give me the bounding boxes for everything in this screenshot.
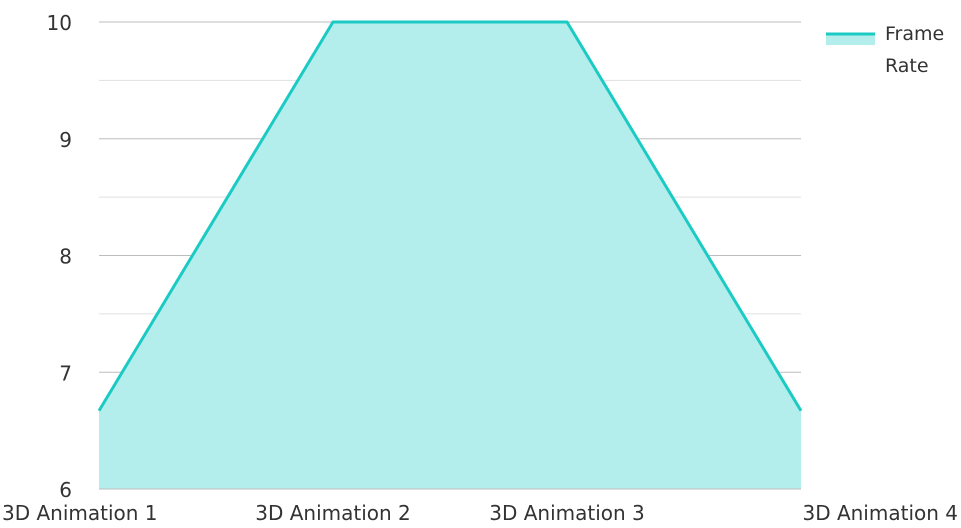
series-area-fill: [99, 22, 801, 489]
y-tick-label: 9: [59, 128, 72, 152]
x-tick-label: 3D Animation 4: [802, 501, 958, 525]
legend-label-line-2: Rate: [885, 55, 929, 77]
legend-swatch: [826, 34, 875, 45]
x-tick-label: 3D Animation 2: [255, 501, 411, 525]
y-tick-label: 6: [59, 478, 72, 502]
x-axis-tick-labels: 3D Animation 1 3D Animation 2 3D Animation…: [2, 501, 958, 525]
series-line: [97, 20, 803, 412]
legend-label-line-1: Frame: [885, 23, 944, 45]
legend-label: Frame Rate: [885, 23, 950, 77]
x-tick-label: 3D Animation 1: [2, 501, 158, 525]
legend: Frame Rate: [826, 23, 950, 77]
y-tick-label: 10: [47, 11, 72, 35]
y-tick-label: 8: [59, 245, 72, 269]
y-tick-label: 7: [59, 361, 72, 385]
x-tick-label: 3D Animation 3: [489, 501, 645, 525]
y-axis-tick-labels: 6 7 8 9 10: [47, 11, 72, 502]
